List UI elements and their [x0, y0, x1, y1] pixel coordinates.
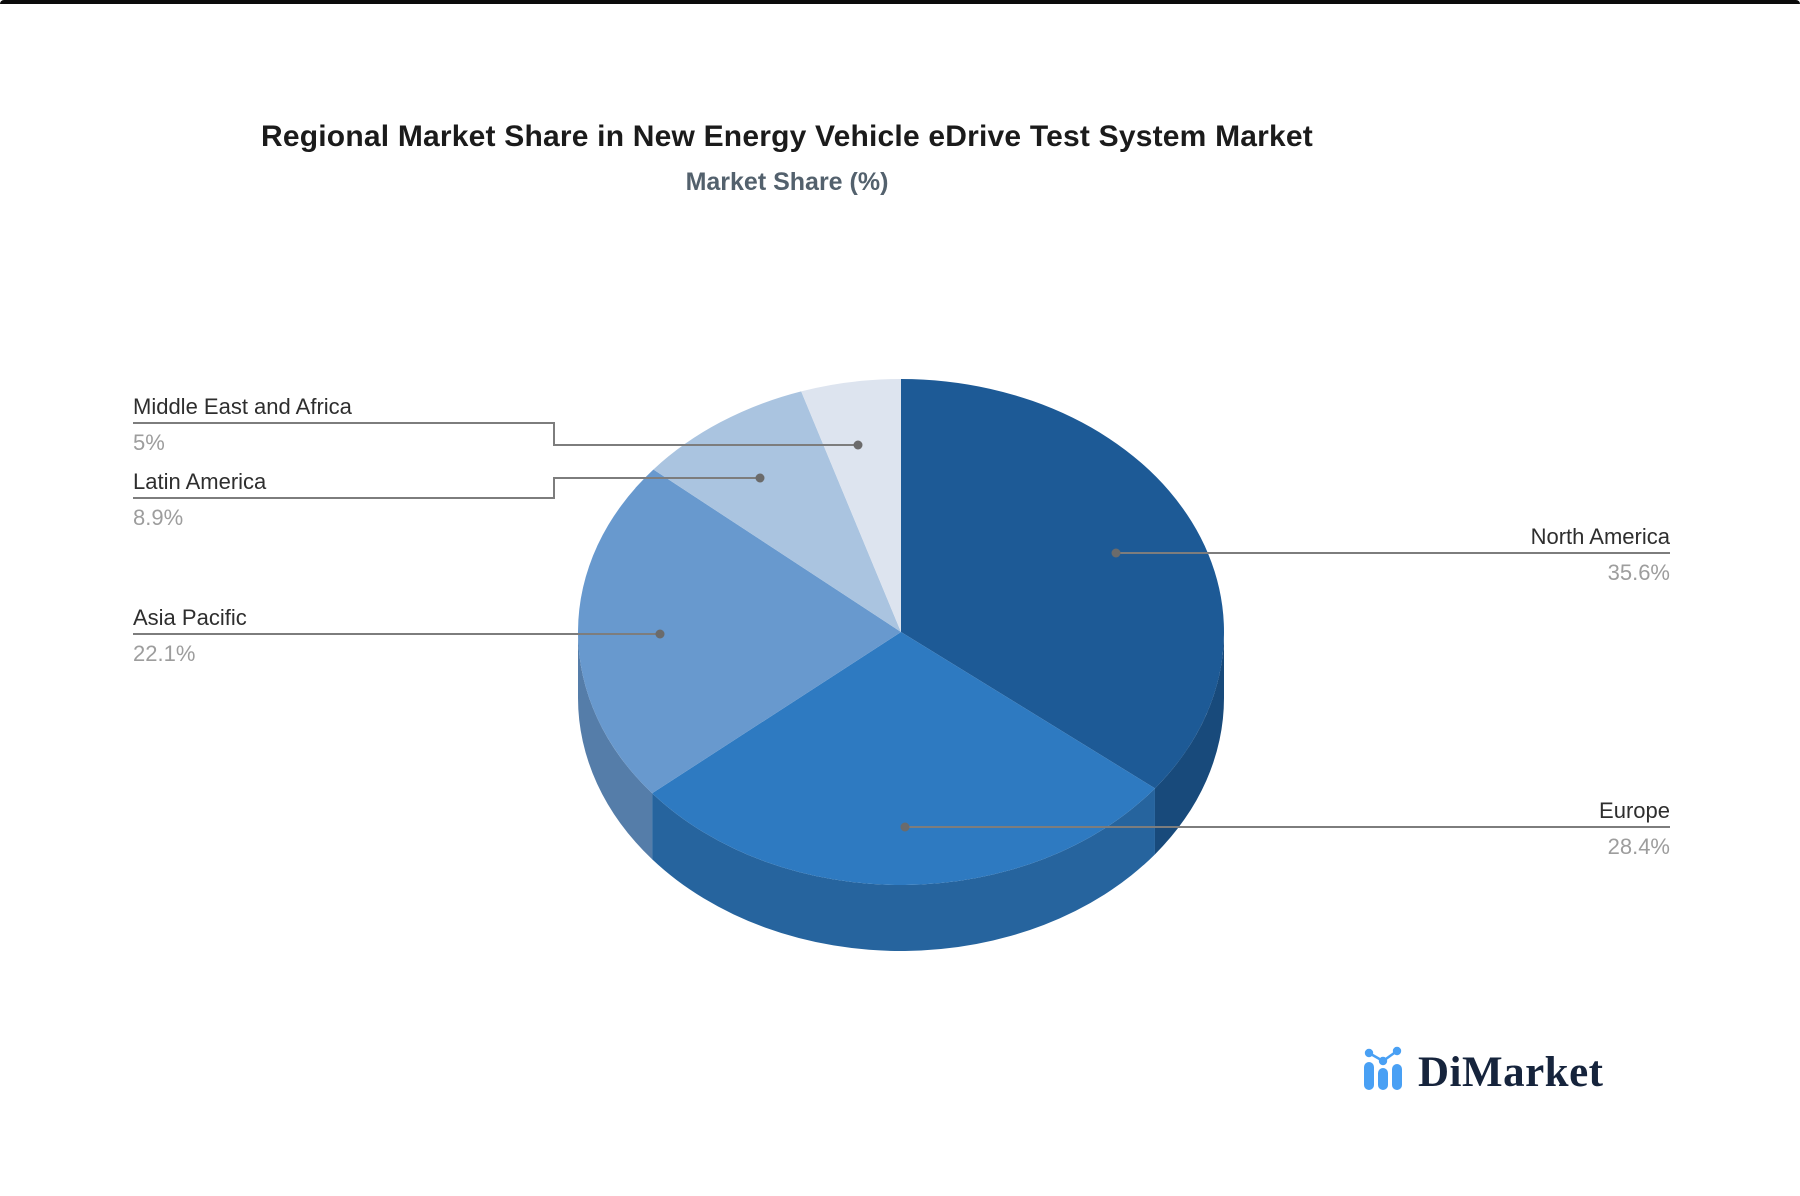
pie-label-name-latin-america: Latin America — [133, 469, 267, 494]
pie-label-name-asia-pacific: Asia Pacific — [133, 605, 247, 630]
pie-label-value-middle-east-and-africa: 5% — [133, 430, 165, 455]
window-top-edge — [0, 0, 1800, 4]
pie-slice-side-north-america — [1154, 632, 1224, 855]
bar-chart-icon — [1364, 1046, 1402, 1090]
pie-label-value-asia-pacific: 22.1% — [133, 641, 196, 666]
label-connector-latin-america — [133, 477, 760, 499]
pie-slice-middle-east-and-africa[interactable] — [801, 379, 901, 632]
pie-label-name-north-america: North America — [1530, 524, 1670, 549]
pie-slice-side-asia-pacific — [578, 632, 653, 860]
label-anchor-dot-middle-east-and-africa — [853, 440, 863, 450]
pie-label-value-north-america: 35.6% — [1607, 560, 1670, 585]
label-anchor-dot-europe — [900, 822, 910, 832]
pie-label-name-middle-east-and-africa: Middle East and Africa — [133, 394, 352, 419]
pie-slice-side-europe — [652, 788, 1155, 952]
pie-slice-north-america[interactable] — [901, 379, 1224, 789]
label-anchor-dot-asia-pacific — [655, 629, 665, 639]
chart-title: Regional Market Share in New Energy Vehi… — [261, 120, 1313, 153]
label-anchor-dot-latin-america — [755, 473, 765, 483]
dimarket-logo-link[interactable]: DiMarket — [1362, 1040, 1662, 1100]
label-connector-middle-east-and-africa — [133, 422, 858, 446]
pie-slice-latin-america[interactable] — [653, 391, 901, 632]
pie-slice-europe[interactable] — [652, 632, 1155, 886]
logo-text: DiMarket — [1418, 1049, 1604, 1096]
chart-subtitle: Market Share (%) — [685, 168, 889, 196]
pie-label-name-europe: Europe — [1599, 798, 1670, 823]
label-anchor-dot-north-america — [1111, 548, 1121, 558]
pie-slice-asia-pacific[interactable] — [577, 469, 901, 794]
pie-label-value-europe: 28.4% — [1607, 834, 1670, 859]
pie-label-value-latin-america: 8.9% — [133, 505, 184, 530]
